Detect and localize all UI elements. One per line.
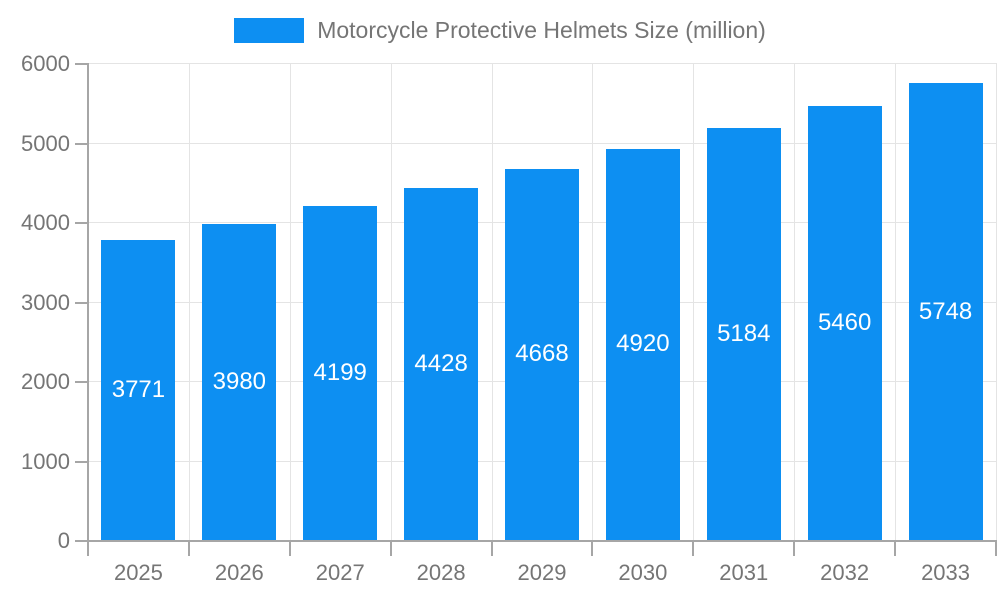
gridline-vertical [390, 63, 392, 540]
y-axis-tick [75, 540, 88, 542]
bar-2025[interactable]: 3771 [101, 240, 176, 540]
gridline-vertical [592, 63, 594, 540]
x-axis-label-2029: 2029 [517, 560, 567, 585]
gridline-vertical [794, 63, 796, 540]
legend[interactable]: Motorcycle Protective Helmets Size (mill… [0, 17, 1000, 43]
x-axis-label-2028: 2028 [416, 560, 466, 585]
bar-value-label: 3980 [212, 367, 267, 395]
gridline-vertical [188, 63, 190, 540]
gridline-horizontal [88, 63, 996, 64]
x-axis-label-2032: 2032 [820, 560, 870, 585]
y-axis-label: 3000 [21, 289, 70, 315]
gridline-vertical [289, 63, 291, 540]
x-axis-tick [187, 540, 190, 556]
bar-2026[interactable]: 3980 [202, 223, 277, 540]
x-axis-label-2030: 2030 [618, 560, 668, 585]
x-axis-line [75, 540, 996, 542]
y-axis-label: 1000 [21, 448, 70, 474]
bar-2033[interactable]: 5748 [908, 83, 983, 540]
y-axis-label: 5000 [21, 130, 70, 156]
bar-value-label: 4920 [616, 330, 670, 358]
bar-value-label: 4199 [313, 359, 367, 387]
bar-2029[interactable]: 4668 [505, 168, 579, 540]
gridline-vertical [491, 63, 493, 540]
x-axis-tick [288, 540, 291, 556]
y-axis-line [87, 63, 89, 556]
bar-value-label: 4668 [515, 340, 569, 368]
gridline-horizontal [88, 142, 996, 144]
legend-swatch [234, 17, 305, 43]
x-axis-tick [490, 540, 493, 556]
y-axis-tick [75, 460, 88, 463]
x-axis-tick [591, 540, 594, 556]
x-axis-label-2025: 2025 [113, 560, 163, 585]
x-axis-tick [87, 540, 89, 556]
bar-2030[interactable]: 4920 [605, 148, 680, 540]
x-axis-label-2027: 2027 [315, 560, 365, 585]
y-axis-label: 0 [57, 528, 70, 553]
y-axis-tick [75, 142, 88, 145]
y-axis-tick [75, 301, 88, 304]
y-axis-tick [75, 381, 88, 383]
y-axis-label: 2000 [21, 369, 70, 394]
gridline-vertical [895, 63, 897, 540]
x-axis-tick [389, 540, 392, 556]
y-axis-label: 4000 [21, 210, 70, 235]
x-axis-tick [692, 540, 695, 556]
bar-2028[interactable]: 4428 [404, 187, 479, 540]
bar-value-label: 5460 [817, 308, 872, 336]
x-axis-label-2026: 2026 [214, 560, 264, 585]
x-axis-tick [995, 540, 997, 556]
x-axis-tick [894, 540, 897, 556]
x-axis-label-2033: 2033 [921, 560, 971, 585]
bar-value-label: 5748 [918, 297, 973, 325]
bar-2032[interactable]: 5460 [807, 105, 882, 540]
y-axis-tick [75, 222, 88, 224]
bar-value-label: 5184 [717, 319, 771, 347]
y-axis-tick [75, 63, 88, 65]
gridline-vertical [996, 63, 997, 540]
bar-value-label: 3771 [111, 376, 166, 404]
y-axis-label: 6000 [21, 51, 70, 76]
legend-label: Motorcycle Protective Helmets Size (mill… [317, 17, 766, 43]
bar-value-label: 4428 [414, 349, 468, 377]
x-axis-label-2031: 2031 [719, 560, 769, 585]
x-axis-tick [793, 540, 796, 556]
bar-2031[interactable]: 5184 [706, 127, 781, 540]
bar-2027[interactable]: 4199 [303, 206, 378, 540]
gridline-vertical [693, 63, 695, 540]
